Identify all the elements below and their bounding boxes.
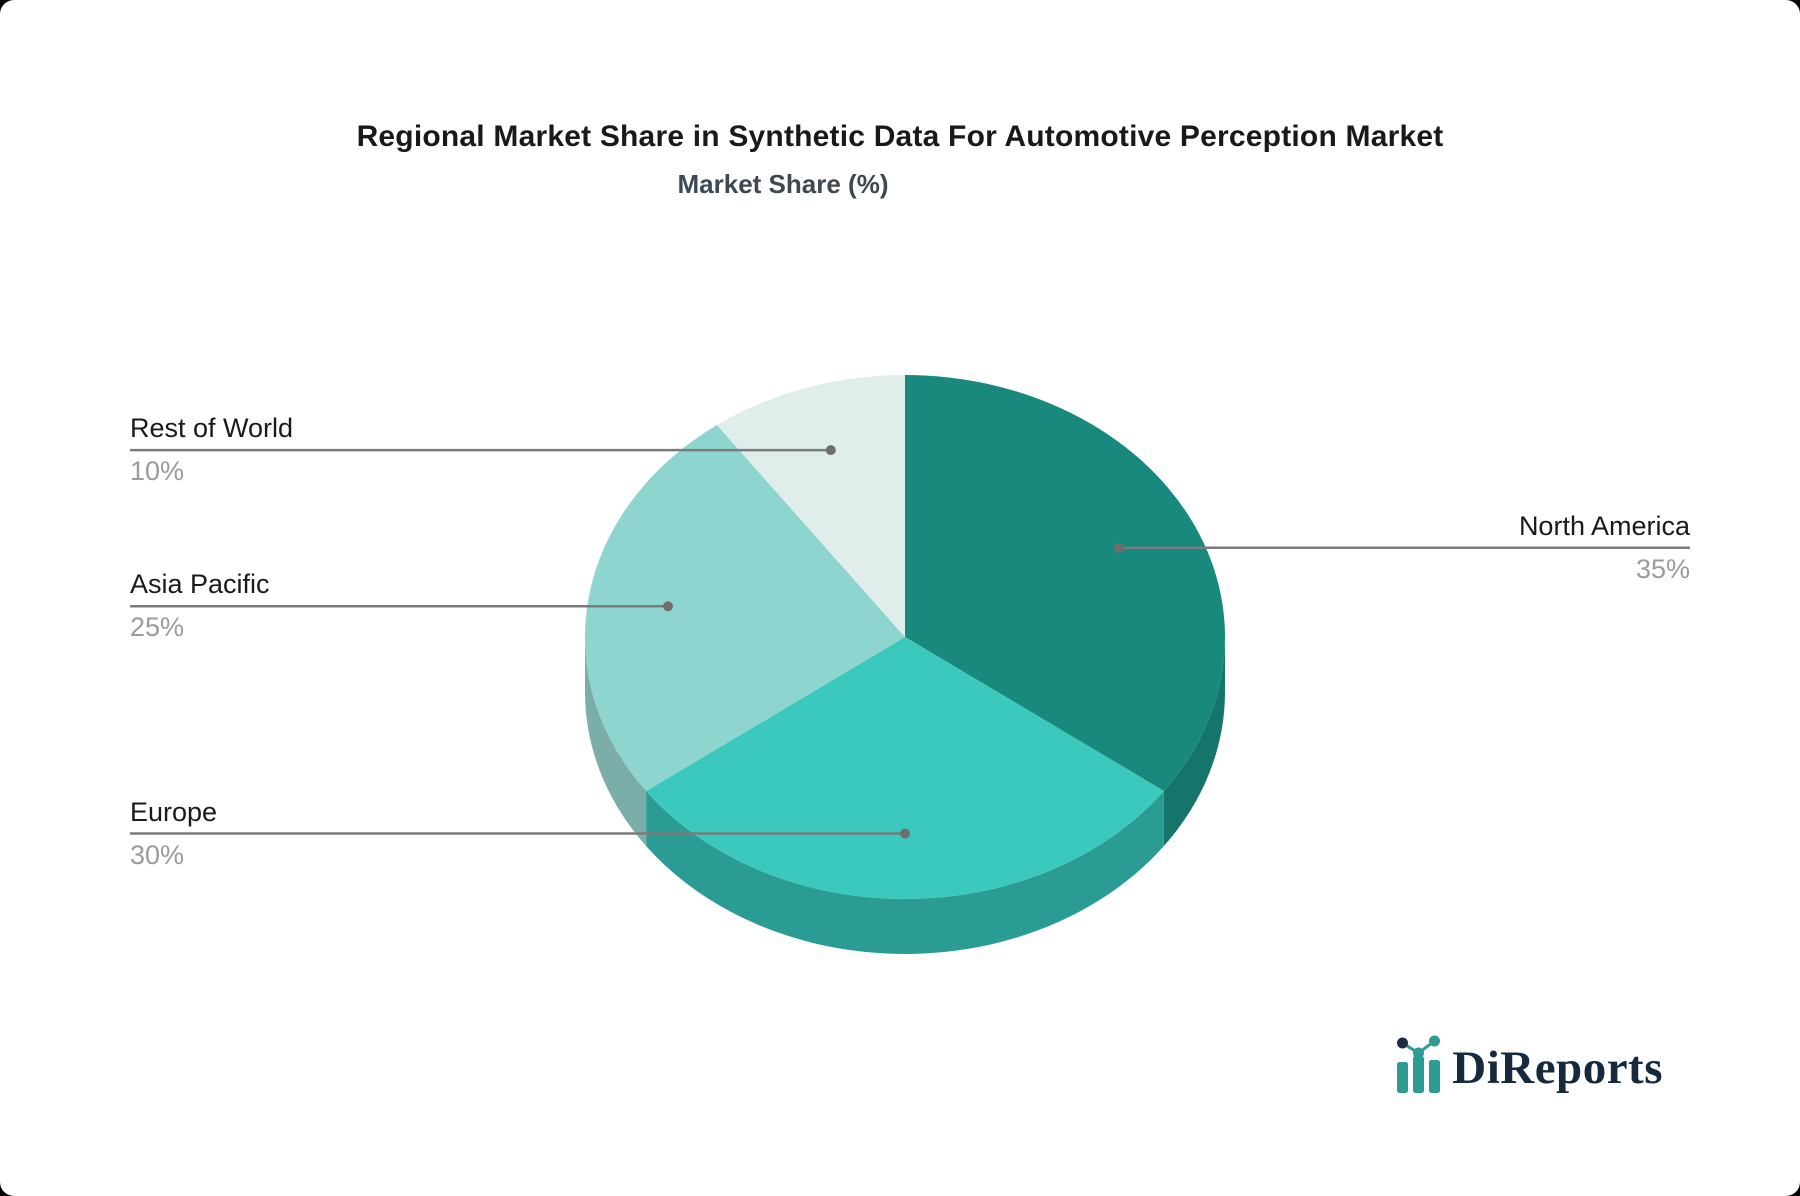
pie-label-name: Asia Pacific (130, 569, 270, 600)
chart-subtitle: Market Share (%) (677, 169, 889, 199)
pie-slice-side-asia-pacific (585, 637, 647, 846)
leader-dot-europe (900, 828, 910, 839)
pie-slice-rest-of-world[interactable] (716, 375, 905, 637)
pie-label-name: Europe (130, 796, 218, 827)
pie-label-name: North America (1518, 510, 1690, 541)
pie-label-europe: Europe 30% (130, 796, 218, 870)
pie-label-north-america: North America 35% (1518, 510, 1690, 584)
pie-label-rest-of-world: Rest of World 10% (130, 415, 293, 485)
pie-label-name: Rest of World (130, 413, 294, 444)
pie-label-value: 10% (130, 456, 185, 487)
leader-dot-rest-of-world (825, 445, 836, 456)
logo-dot (1397, 1037, 1409, 1049)
chart-title: Regional Market Share in Synthetic Data … (356, 120, 1444, 153)
logo-bar (1429, 1060, 1441, 1093)
pie-label-value: 30% (130, 839, 185, 870)
pie-slice-asia-pacific[interactable] (585, 425, 905, 791)
direports-logo-text: DiReports (1452, 1042, 1663, 1094)
direports-logo: DiReports (1397, 1032, 1663, 1094)
logo-bar (1413, 1056, 1425, 1093)
leader-dot-north-america (1113, 542, 1124, 553)
pie-label-value: 25% (130, 612, 185, 643)
logo-dot (1429, 1035, 1441, 1047)
pie-label-value: 35% (1635, 553, 1690, 584)
pie-slice-side-europe (646, 790, 1164, 955)
logo-bar (1397, 1062, 1409, 1093)
pie-label-asia-pacific: Asia Pacific 25% (130, 571, 270, 641)
logo-dot (1413, 1047, 1425, 1059)
leader-dot-asia-pacific (662, 601, 673, 612)
pie-slice-side-north-america (1163, 637, 1225, 846)
pie-slice-north-america[interactable] (905, 375, 1226, 791)
bar-line-chart-icon (1397, 1035, 1441, 1093)
